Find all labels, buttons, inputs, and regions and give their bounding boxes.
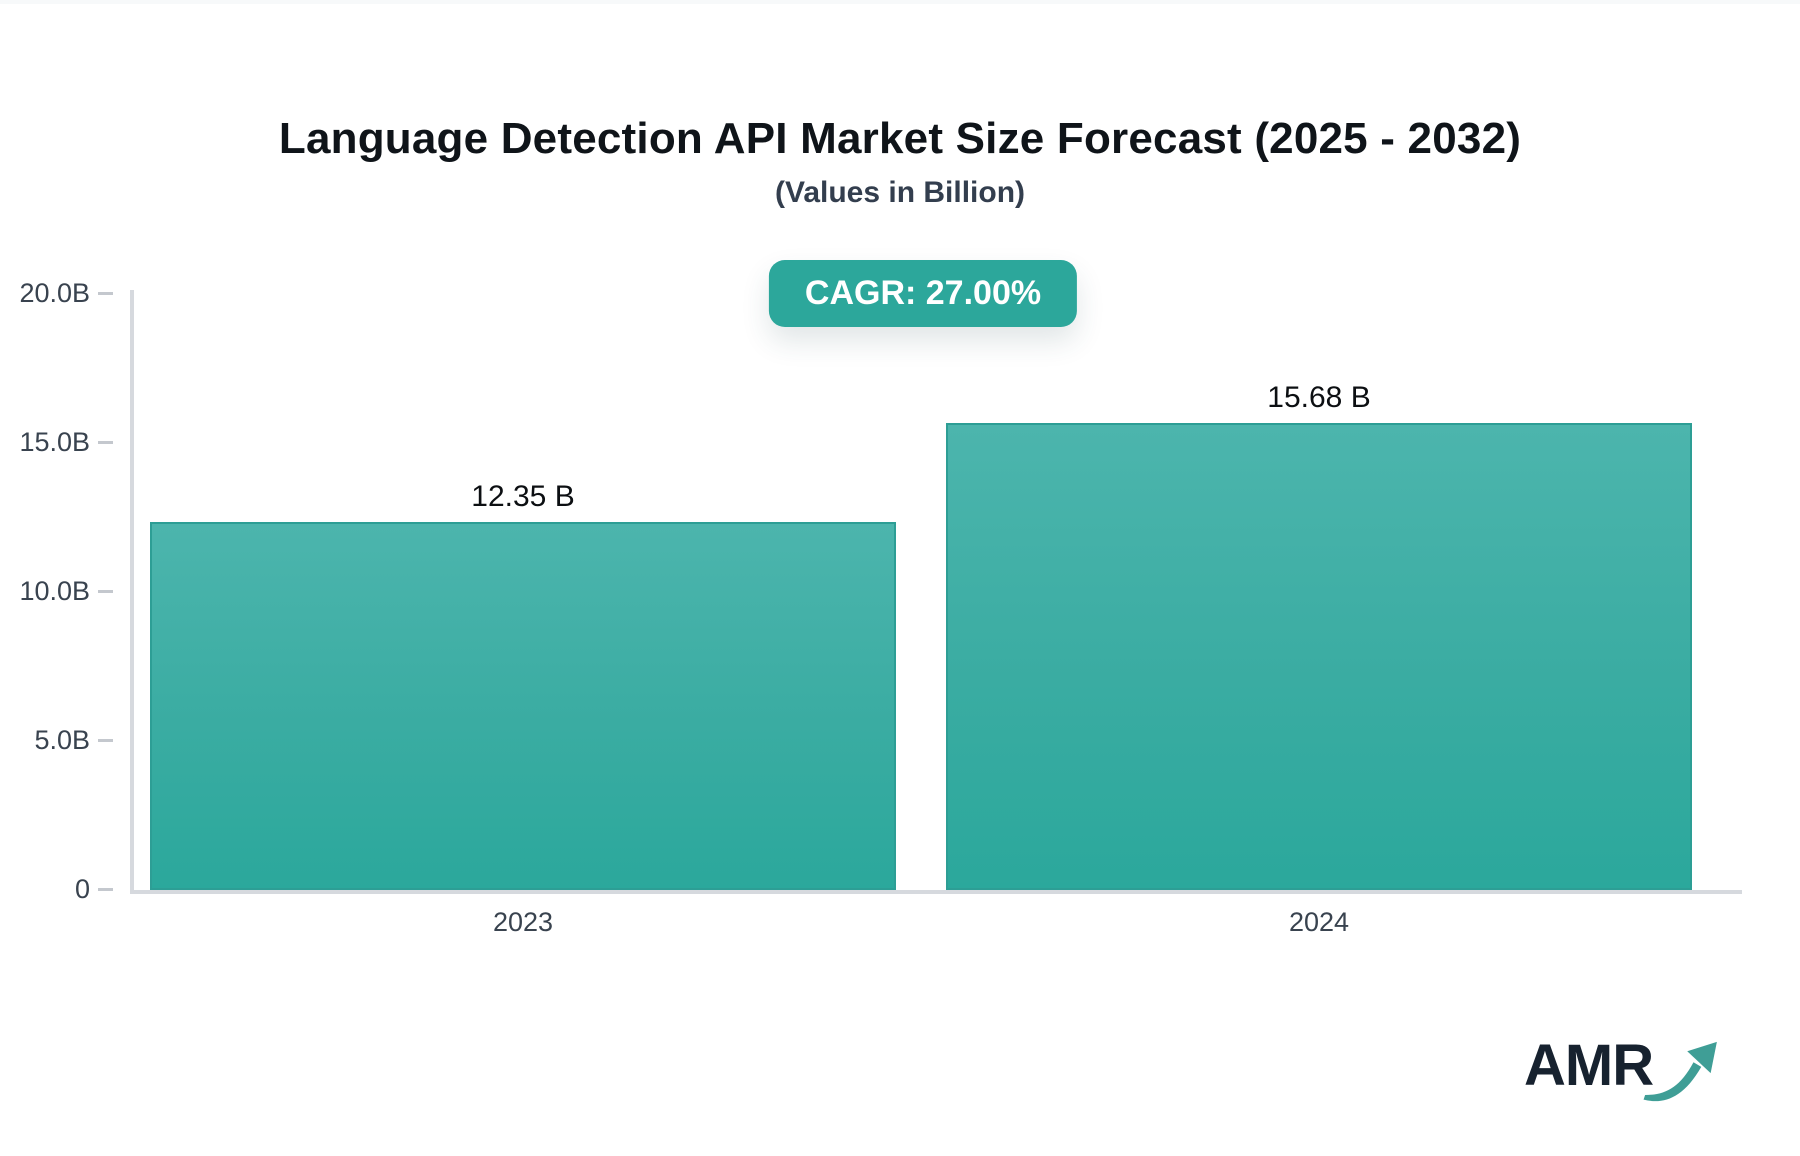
y-tick-label: 10.0B [19, 576, 90, 606]
plot-area: 20.0B 15.0B 10.0B 5.0B 0 12.35 B 2023 15.68 B 2… [0, 4, 1800, 1156]
x-axis-label: 2023 [492, 907, 554, 937]
x-axis-line [130, 890, 1742, 894]
x-axis-label: 2024 [1288, 907, 1350, 937]
y-tick-mark [98, 441, 113, 444]
y-tick-label: 0 [74, 874, 90, 904]
bar [946, 423, 1692, 890]
y-tick-mark [98, 888, 113, 891]
amr-logo-text: AMR [1524, 1033, 1654, 1098]
chart-subtitle: (Values in Billion) [774, 176, 1026, 209]
y-tick-label: 20.0B [19, 278, 90, 308]
cagr-badge: CAGR: 27.00% [768, 260, 1078, 327]
bar-value-label: 15.68 B [1267, 381, 1371, 414]
chart-title: Language Detection API Market Size Forec… [278, 114, 1522, 163]
bar-value-label: 12.35 B [471, 480, 575, 513]
y-tick-label: 5.0B [34, 725, 90, 755]
y-tick-mark [98, 739, 113, 742]
bar [150, 522, 896, 890]
y-tick-label: 15.0B [19, 427, 90, 457]
y-axis-line [130, 290, 134, 894]
amr-logo-arrow-icon [1643, 1041, 1717, 1102]
y-tick-mark [98, 590, 113, 593]
amr-logo: AMR [1524, 1032, 1717, 1112]
y-tick-mark [98, 292, 113, 295]
